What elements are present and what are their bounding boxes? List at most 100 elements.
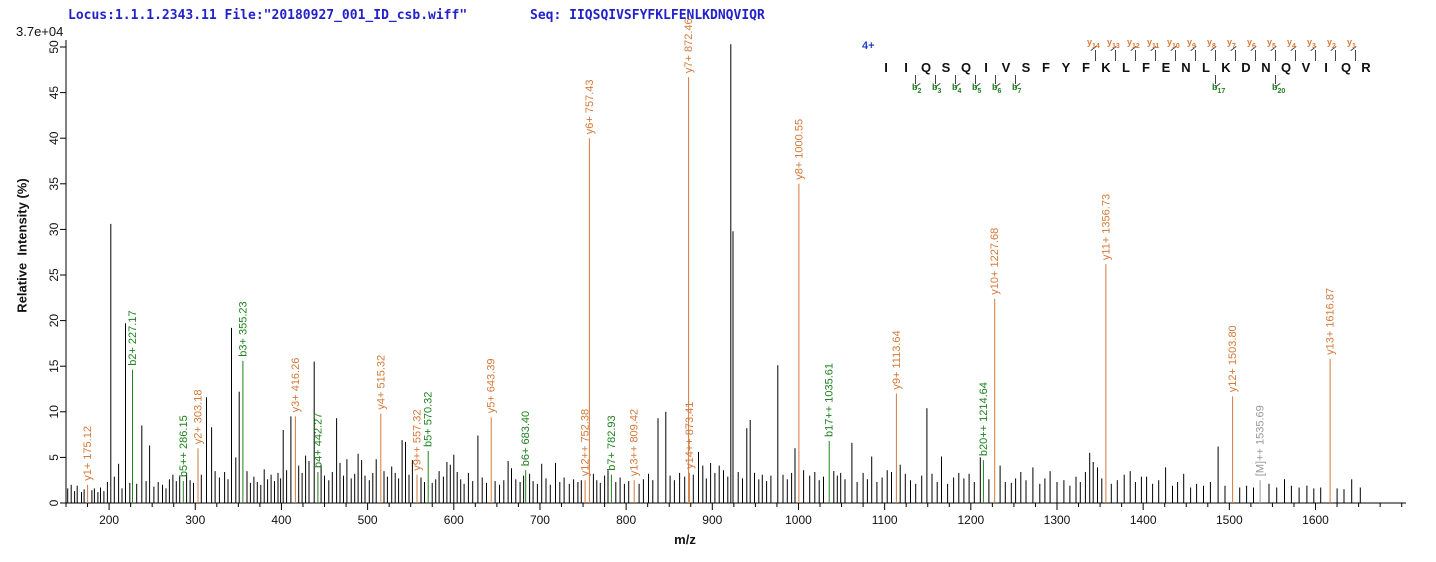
residue-letter: S (941, 60, 951, 75)
peak-label: b20++ 1214.64 (978, 382, 990, 456)
peak-label: y5+ 643.39 (486, 359, 498, 414)
y-ion-bracket (1115, 50, 1116, 61)
y-ion-bracket (1355, 50, 1356, 61)
x-axis-ticks: 200 300 400 500 600 700 800 900 1000 1100 1200 1300… (65, 503, 1403, 527)
y-ion-bracket (1255, 50, 1256, 61)
peak-label: [M]++ 1535.69 (1255, 405, 1267, 476)
sequence-label: Seq: IIQSQIVSFYFKLFENLKDNQVIQR (530, 8, 765, 23)
peak-label: y1+ 175.12 (82, 426, 94, 481)
residue-24-Q[interactable]: y2 Q (1327, 37, 1356, 76)
y-ion-label: y11 (1147, 37, 1160, 50)
b-ion-label: b17 (1212, 82, 1226, 95)
svg-text:5: 5 (47, 454, 61, 461)
residue-4-S[interactable]: b3 S (932, 60, 956, 95)
peak-label: y12++ 752.38 (580, 409, 592, 476)
y-ion-bracket (1155, 50, 1156, 61)
svg-text:20: 20 (47, 314, 61, 328)
b-ion-label: b4 (952, 82, 962, 95)
b-ion-bracket (1015, 75, 1016, 84)
max-intensity-label: 3.7e+04 (16, 24, 64, 39)
svg-text:15: 15 (47, 359, 61, 373)
peak-label: b6+ 683.40 (520, 411, 532, 466)
b-ion-bracket (995, 75, 996, 84)
residue-10-Y[interactable]: Y (1056, 60, 1076, 76)
residue-letter: S (1021, 60, 1031, 75)
y-ion-label: y10 (1167, 37, 1180, 50)
y-ion-label: y2 (1327, 37, 1336, 50)
peak-label: y11+ 1356.73 (1100, 194, 1112, 260)
residue-5-Q[interactable]: b4 Q (952, 60, 976, 95)
svg-text:700: 700 (530, 513, 550, 527)
peak-label: b2+ 227.17 (127, 310, 139, 365)
x-axis-title: m/z (674, 532, 696, 547)
svg-text:600: 600 (444, 513, 464, 527)
svg-text:40: 40 (47, 131, 61, 145)
residue-letter: N (1181, 60, 1191, 75)
residue-3-Q[interactable]: b2 Q (912, 60, 936, 95)
residue-16-N[interactable]: y10 N (1167, 37, 1196, 76)
residue-18-K[interactable]: y8 b17 K (1207, 37, 1236, 95)
svg-text:1100: 1100 (872, 513, 898, 527)
residue-letter: L (1202, 60, 1210, 75)
b-ion-label: b5 (972, 82, 982, 95)
y-ion-label: y6 (1247, 37, 1256, 50)
y-ion-label: y13 (1107, 37, 1120, 50)
locus-file-label: Locus:1.1.1.2343.11 File:"20180927_001_I… (68, 8, 468, 23)
peak-label: b5+ 570.32 (423, 392, 435, 447)
residue-letter: D (1241, 60, 1251, 75)
svg-text:200: 200 (99, 513, 119, 527)
residue-8-S[interactable]: b7 S (1012, 60, 1036, 95)
y-ion-label: y12 (1127, 37, 1140, 50)
b-ion-label: b7 (1012, 82, 1022, 95)
peak-label: y12+ 1503.80 (1227, 325, 1239, 392)
svg-text:30: 30 (47, 222, 61, 236)
peak-label: y7+ 872.46 (683, 18, 695, 73)
y-ion-label: y5 (1267, 37, 1276, 50)
residue-14-F[interactable]: y12 F (1127, 37, 1156, 76)
residue-letter: L (1122, 60, 1130, 75)
b-ion-bracket (1215, 75, 1216, 84)
y-ion-bracket (1235, 50, 1236, 61)
svg-text:1400: 1400 (1130, 513, 1157, 527)
svg-text:1200: 1200 (957, 513, 984, 527)
svg-text:500: 500 (358, 513, 378, 527)
svg-text:45: 45 (47, 86, 61, 100)
b-ion-label: b3 (932, 82, 942, 95)
residue-1-I[interactable]: I (876, 60, 896, 76)
residue-letter: Q (1280, 60, 1292, 75)
residue-7-V[interactable]: b6 V (992, 60, 1016, 95)
residue-17-L[interactable]: y9 L (1187, 37, 1216, 76)
residue-25-R[interactable]: y1 R (1347, 37, 1376, 76)
residue-letter: V (1301, 60, 1311, 75)
peak-label: b17++ 1035.61 (824, 363, 836, 437)
y-ion-bracket (1215, 50, 1216, 61)
svg-text:1600: 1600 (1302, 513, 1329, 527)
residue-15-E[interactable]: y11 E (1147, 37, 1176, 76)
residue-12-K[interactable]: y14 K (1087, 37, 1116, 76)
residue-23-I[interactable]: y3 I (1307, 37, 1336, 76)
residue-22-V[interactable]: y4 V (1287, 37, 1316, 76)
residue-20-N[interactable]: y6 N (1247, 37, 1276, 76)
noise-peaks (67, 44, 1361, 503)
residue-2-I[interactable]: I (896, 60, 916, 76)
residue-letter: I (904, 60, 908, 75)
residue-11-F[interactable]: F (1076, 60, 1096, 76)
residue-9-F[interactable]: F (1036, 60, 1056, 76)
svg-text:800: 800 (616, 513, 636, 527)
y-ion-bracket (1195, 50, 1196, 61)
b-ion-label: b6 (992, 82, 1002, 95)
residue-letter: Q (1340, 60, 1352, 75)
residue-19-D[interactable]: y7 D (1227, 37, 1256, 76)
y-ion-label: y14 (1087, 37, 1100, 50)
residue-letter: V (1001, 60, 1011, 75)
svg-text:1000: 1000 (785, 513, 812, 527)
residue-6-I[interactable]: b5 I (972, 60, 996, 95)
b-ion-label: b2 (912, 82, 922, 95)
residue-13-L[interactable]: y13 L (1107, 37, 1136, 76)
peak-label: y8+ 1000.55 (793, 119, 805, 180)
svg-text:50: 50 (47, 40, 61, 54)
residue-21-Q[interactable]: y5 b20 Q (1267, 37, 1296, 95)
